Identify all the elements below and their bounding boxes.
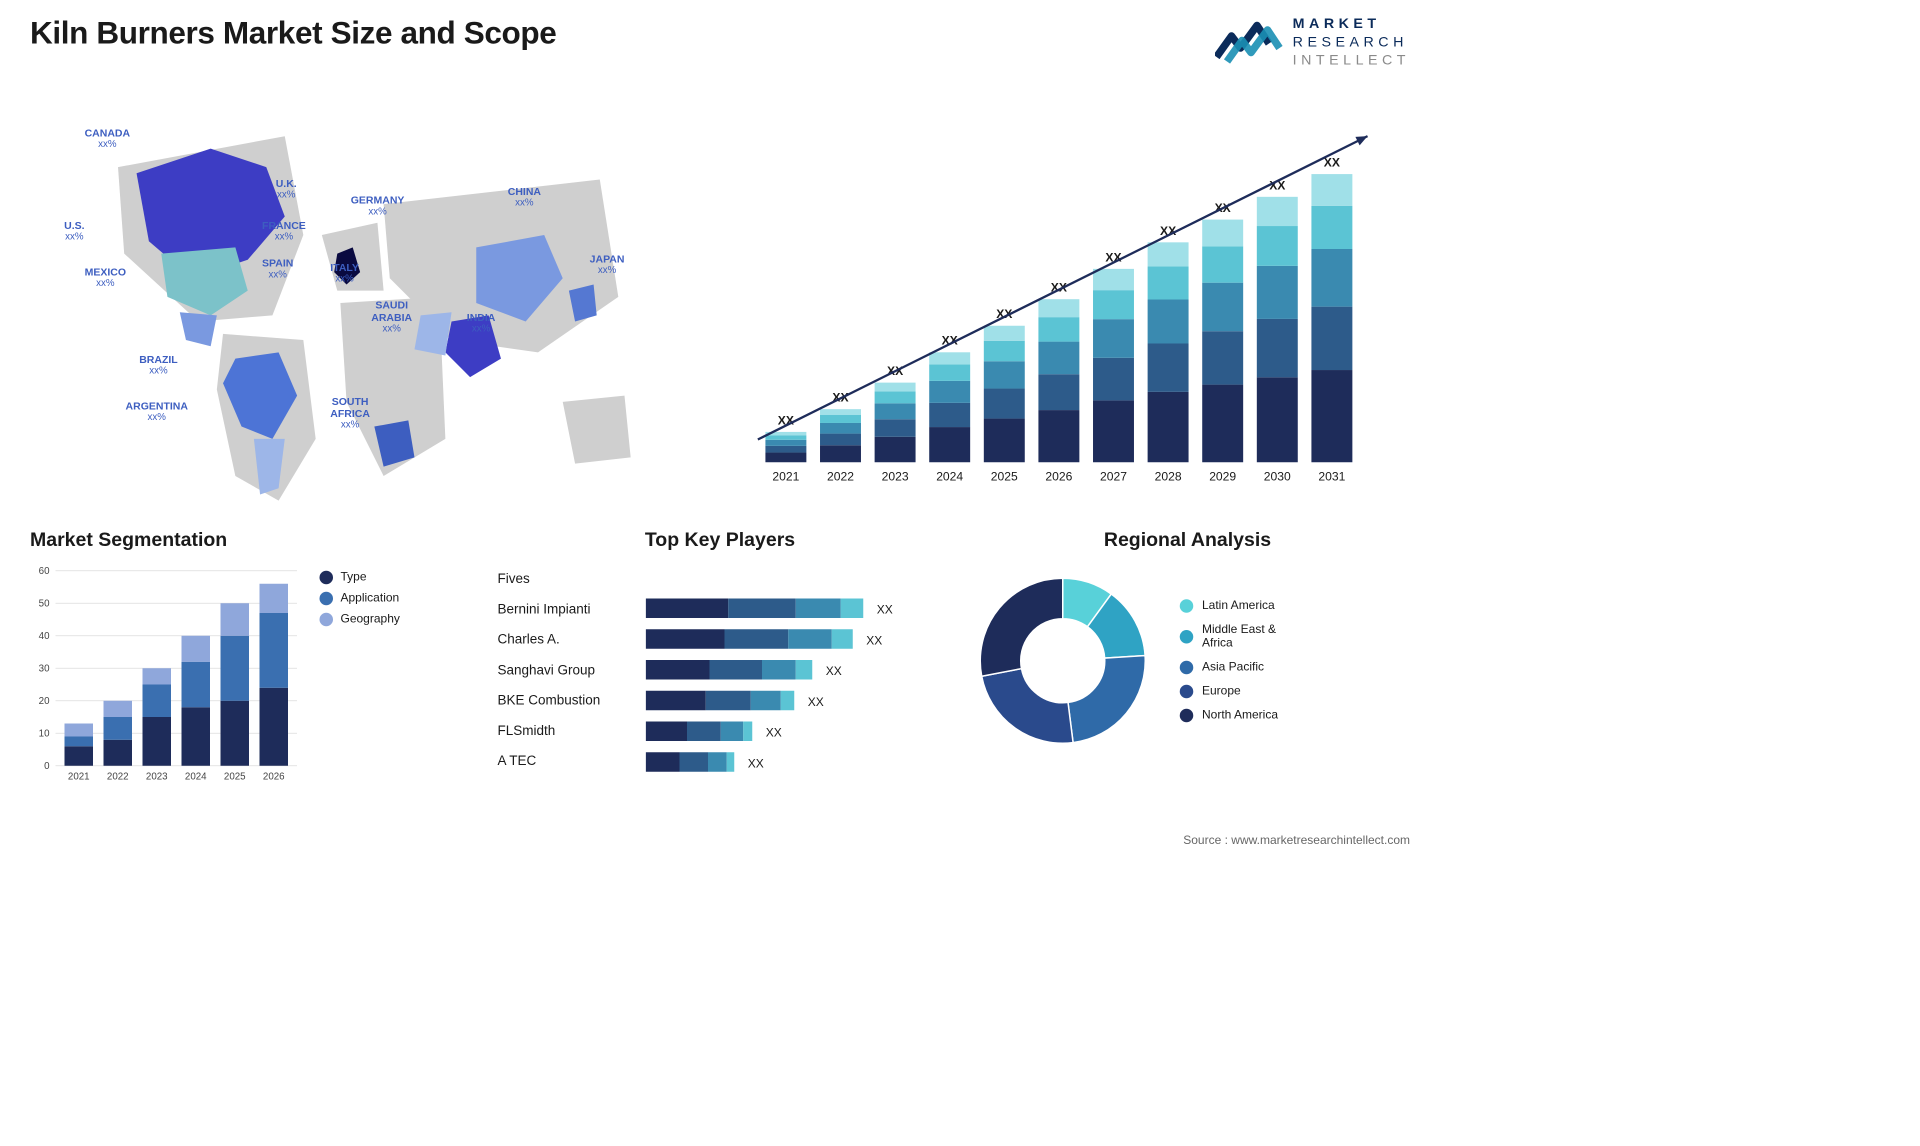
regional-legend-item: North America (1179, 709, 1278, 723)
seg-legend-item: Geography (320, 613, 400, 627)
svg-text:XX: XX (866, 633, 882, 647)
svg-text:2026: 2026 (263, 771, 285, 782)
map-label-canada: CANADAxx% (85, 127, 131, 150)
svg-text:10: 10 (39, 728, 50, 739)
svg-text:2025: 2025 (991, 469, 1018, 483)
player-name: Bernini Impianti (497, 594, 632, 624)
top-row: CANADAxx% U.S.xx% MEXICOxx% BRAZILxx% ARGENT… (30, 93, 1410, 513)
svg-text:2029: 2029 (1209, 469, 1236, 483)
svg-text:2021: 2021 (68, 771, 90, 782)
regional-legend-item: Latin America (1179, 599, 1278, 613)
map-label-south-africa: SOUTHAFRICAxx% (330, 395, 370, 430)
regional-legend: Latin America Middle East & Africa Asia Pa… (1179, 589, 1278, 733)
player-name: Sanghavi Group (497, 654, 632, 684)
regional-panel: Regional Analysis Latin America Middle Ea… (965, 528, 1410, 813)
seg-legend-item: Application (320, 592, 400, 606)
map-label-spain: SPAINxx% (262, 257, 293, 280)
svg-text:2024: 2024 (936, 469, 963, 483)
segmentation-chart: 0 10 20 30 40 50 60 2021 2022 2023 2024 2025 2026 (30, 563, 300, 788)
player-name: A TEC (497, 746, 632, 776)
map-label-u-k-: U.K.xx% (276, 177, 297, 200)
svg-text:60: 60 (39, 566, 50, 577)
page-title: Kiln Burners Market Size and Scope (30, 15, 556, 51)
segmentation-panel: Market Segmentation 0 10 20 30 40 50 60 2021 202… (30, 528, 475, 813)
map-label-argentina: ARGENTINAxx% (126, 400, 188, 423)
svg-text:XX: XX (877, 603, 893, 617)
players-labels: FivesBernini ImpiantiCharles A.Sanghavi … (497, 563, 632, 776)
map-label-saudi-arabia: SAUDIARABIAxx% (371, 299, 412, 334)
regional-title: Regional Analysis (965, 528, 1410, 551)
svg-text:40: 40 (39, 631, 50, 642)
players-chart: XX XX XX XX XX XX (646, 563, 916, 788)
svg-text:2031: 2031 (1318, 469, 1345, 483)
svg-text:2023: 2023 (882, 469, 909, 483)
footer-source: Source : www.marketresearchintellect.com (1183, 834, 1410, 848)
header: Kiln Burners Market Size and Scope MARKE… (30, 15, 1410, 71)
segmentation-legend: Type Application Geography (320, 563, 400, 634)
svg-text:2022: 2022 (827, 469, 854, 483)
map-label-france: FRANCExx% (262, 219, 306, 242)
svg-text:2027: 2027 (1100, 469, 1127, 483)
player-name: FLSmidth (497, 715, 632, 745)
svg-text:XX: XX (766, 726, 782, 740)
map-label-mexico: MEXICOxx% (85, 265, 126, 288)
map-label-germany: GERMANYxx% (351, 194, 405, 217)
segmentation-title: Market Segmentation (30, 528, 475, 551)
map-label-italy: ITALYxx% (330, 261, 359, 284)
svg-text:2021: 2021 (772, 469, 799, 483)
regional-legend-item: Europe (1179, 685, 1278, 699)
seg-legend-item: Type (320, 571, 400, 585)
logo-text: MARKET RESEARCH INTELLECT (1293, 15, 1410, 71)
svg-text:0: 0 (44, 761, 50, 772)
regional-legend-item: Asia Pacific (1179, 661, 1278, 675)
svg-text:XX: XX (808, 695, 824, 709)
svg-text:50: 50 (39, 598, 50, 609)
svg-text:30: 30 (39, 663, 50, 674)
map-label-india: INDIAxx% (467, 311, 496, 334)
svg-text:2030: 2030 (1264, 469, 1291, 483)
logo: MARKET RESEARCH INTELLECT (1215, 15, 1410, 71)
svg-text:2025: 2025 (224, 771, 246, 782)
svg-text:2023: 2023 (146, 771, 168, 782)
logo-icon (1215, 20, 1283, 67)
growth-chart-panel: XX2021XX2022XX2023XX2024XX2025XX2026XX20… (728, 93, 1411, 513)
map-label-japan: JAPANxx% (590, 253, 625, 276)
svg-text:XX: XX (826, 664, 842, 678)
svg-text:2028: 2028 (1155, 469, 1182, 483)
players-panel: Top Key Players FivesBernini ImpiantiCha… (497, 528, 942, 813)
regional-donut (965, 563, 1160, 758)
map-label-u-s-: U.S.xx% (64, 219, 84, 242)
world-map-panel: CANADAxx% U.S.xx% MEXICOxx% BRAZILxx% ARGENT… (30, 93, 713, 513)
player-name: Fives (497, 563, 632, 593)
player-name: BKE Combustion (497, 685, 632, 715)
svg-text:20: 20 (39, 696, 50, 707)
map-label-china: CHINAxx% (508, 185, 541, 208)
svg-text:2022: 2022 (107, 771, 129, 782)
svg-text:2026: 2026 (1045, 469, 1072, 483)
svg-text:XX: XX (748, 756, 764, 770)
map-label-brazil: BRAZILxx% (139, 353, 177, 376)
regional-legend-item: Middle East & Africa (1179, 623, 1278, 650)
growth-chart: XX2021XX2022XX2023XX2024XX2025XX2026XX20… (728, 93, 1411, 513)
bottom-row: Market Segmentation 0 10 20 30 40 50 60 2021 202… (30, 528, 1410, 813)
svg-text:2024: 2024 (185, 771, 207, 782)
player-name: Charles A. (497, 624, 632, 654)
players-title: Top Key Players (497, 528, 942, 551)
